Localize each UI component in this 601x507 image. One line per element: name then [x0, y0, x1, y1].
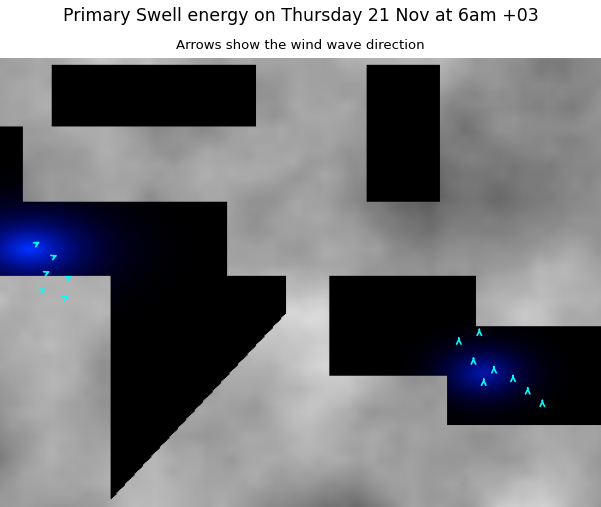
Text: Arrows show the wind wave direction: Arrows show the wind wave direction — [176, 39, 425, 52]
Text: Primary Swell energy on Thursday 21 Nov at 6am +03: Primary Swell energy on Thursday 21 Nov … — [63, 7, 538, 25]
